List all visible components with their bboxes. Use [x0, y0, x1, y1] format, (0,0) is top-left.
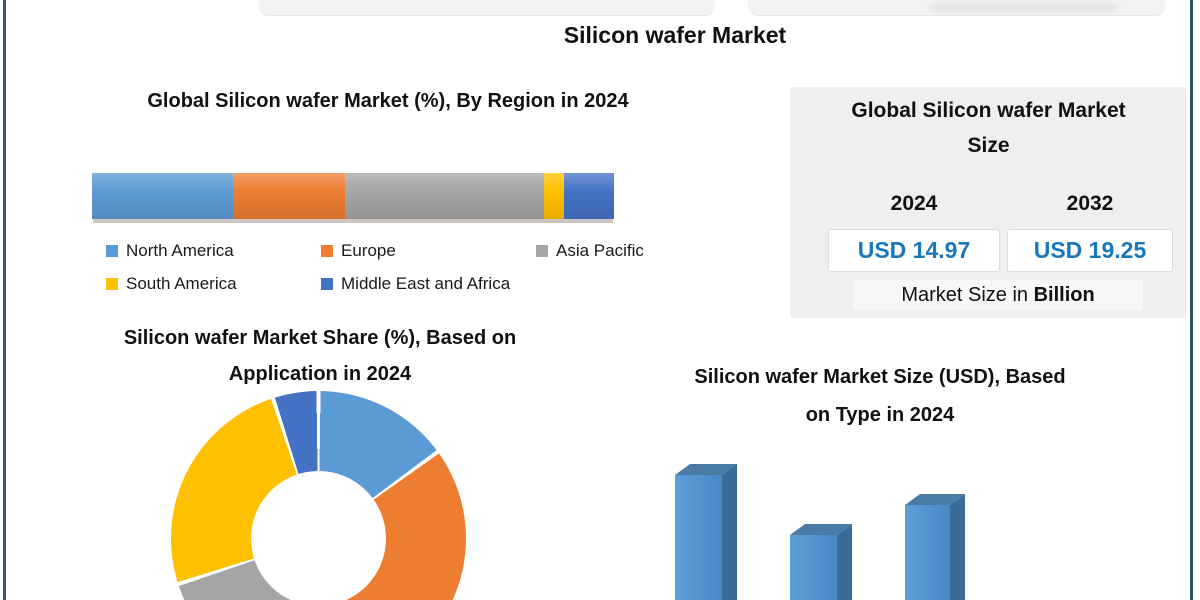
market-size-title-line1: Global Silicon wafer Market: [851, 99, 1126, 122]
type-title-line1: Silicon wafer Market Size (USD), Based: [694, 366, 1066, 388]
right-frame-border: [1190, 0, 1193, 600]
legend-swatch-north-america-icon: [106, 245, 118, 257]
footer-bold-text: Billion: [1033, 284, 1095, 306]
region-stacked-bar: [92, 173, 614, 219]
legend-swatch-europe-icon: [321, 245, 333, 257]
legend-label: North America: [126, 241, 234, 260]
footer-text: Market Size in: [901, 284, 1034, 306]
bar-segment-europe: [232, 173, 346, 219]
bar-column-2: [790, 524, 852, 600]
legend-item-north-america: North America: [106, 241, 234, 261]
bar-column-3: [905, 494, 965, 600]
application-title-line1: Silicon wafer Market Share (%), Based on: [123, 327, 517, 349]
top-left-cutoff-button[interactable]: [259, 0, 715, 16]
legend-item-europe: Europe: [321, 241, 396, 261]
usd-value-2032: USD 19.25: [1007, 229, 1173, 272]
bar-segment-asia-pacific: [345, 173, 544, 219]
legend-label: Europe: [341, 241, 396, 260]
bar-column-1: [675, 464, 737, 600]
type-title-line2: on Type in 2024: [805, 404, 955, 426]
left-frame-border: [3, 0, 6, 600]
top-right-cutoff-button[interactable]: [748, 0, 1165, 16]
market-size-col-2024: 2024 USD 14.97: [828, 192, 1000, 277]
legend-item-middle-east-africa: Middle East and Africa: [321, 274, 510, 294]
region-legend: North America Europe Asia Pacific South …: [106, 241, 686, 309]
region-chart-title: Global Silicon wafer Market (%), By Regi…: [147, 90, 629, 112]
legend-item-south-america: South America: [106, 274, 237, 294]
donut-hole: [251, 471, 386, 600]
year-label: 2024: [890, 192, 938, 215]
year-label: 2032: [1066, 192, 1114, 215]
legend-swatch-south-america-icon: [106, 278, 118, 290]
type-3d-bar-chart: [675, 464, 965, 600]
bar-segment-south-america: [543, 173, 565, 219]
market-size-footer: Market Size in Billion: [853, 280, 1143, 310]
page-title: Silicon wafer Market: [563, 22, 787, 48]
legend-item-asia-pacific: Asia Pacific: [536, 241, 644, 261]
legend-swatch-asia-pacific-icon: [536, 245, 548, 257]
ghost-text-smudge: [928, 3, 1118, 12]
market-size-box: Global Silicon wafer Market Size 2024 US…: [790, 87, 1187, 318]
legend-label: South America: [126, 274, 237, 293]
type-chart-title: Silicon wafer Market Size (USD), Based o…: [580, 358, 1180, 434]
bar-segment-north-america: [92, 173, 233, 219]
market-size-title-line2: Size: [967, 134, 1010, 157]
legend-label: Middle East and Africa: [341, 274, 511, 293]
market-size-col-2032: 2032 USD 19.25: [1007, 192, 1173, 277]
application-title-line2: Application in 2024: [228, 363, 412, 385]
usd-value-2024: USD 14.97: [828, 229, 1000, 272]
bar-segment-middle-east-africa: [564, 173, 614, 219]
legend-label: Asia Pacific: [556, 241, 644, 260]
application-donut-chart: [171, 391, 466, 600]
legend-swatch-middle-east-africa-icon: [321, 278, 333, 290]
application-chart-title: Silicon wafer Market Share (%), Based on…: [20, 320, 620, 392]
